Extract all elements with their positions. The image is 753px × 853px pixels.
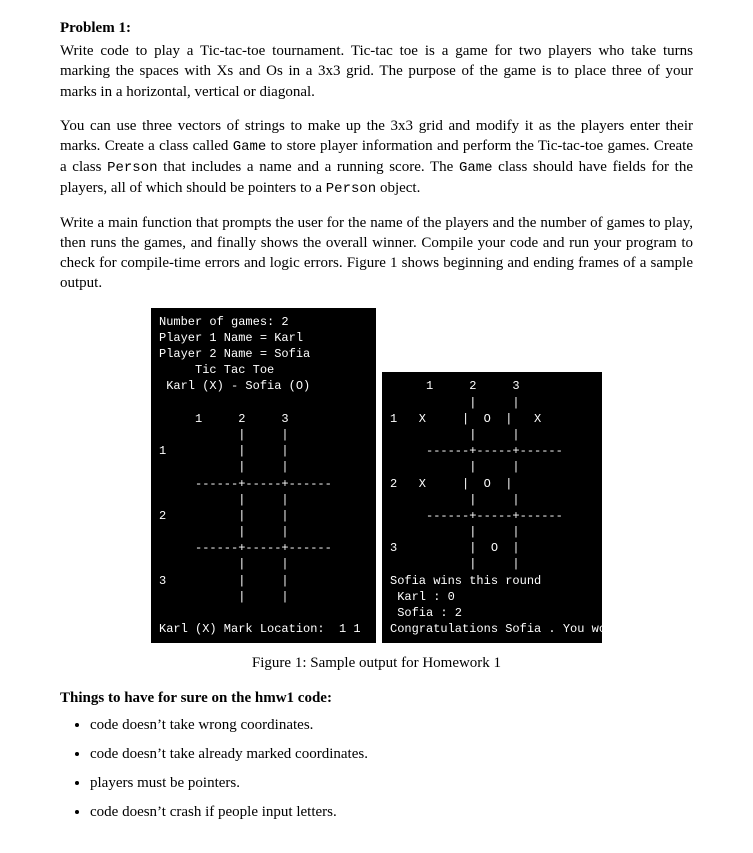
terminal-figure: Number of games: 2 Player 1 Name = Karl …	[60, 308, 693, 644]
para2-text-e: object.	[376, 180, 420, 196]
list-item: code doesn’t take wrong coordinates.	[90, 717, 693, 734]
list-item: code doesn’t crash if people input lette…	[90, 804, 693, 821]
list-item: code doesn’t take already marked coordin…	[90, 746, 693, 763]
paragraph-1: Write code to play a Tic-tac-toe tournam…	[60, 41, 693, 102]
problem-title: Problem 1:	[60, 20, 693, 37]
code-person-2: Person	[326, 181, 376, 197]
list-item: players must be pointers.	[90, 775, 693, 792]
code-person: Person	[107, 160, 157, 176]
para2-text-c: that includes a name and a running score…	[158, 159, 459, 175]
figure-caption: Figure 1: Sample output for Homework 1	[60, 655, 693, 672]
terminal-left: Number of games: 2 Player 1 Name = Karl …	[151, 308, 376, 644]
things-title: Things to have for sure on the hmw1 code…	[60, 690, 693, 707]
terminal-right: 1 2 3 | | 1 X | O | X | | ------+-----+-…	[382, 372, 602, 643]
paragraph-2: You can use three vectors of strings to …	[60, 116, 693, 199]
page: Problem 1: Write code to play a Tic-tac-…	[30, 0, 723, 853]
code-game: Game	[233, 139, 267, 155]
things-list: code doesn’t take wrong coordinates. cod…	[60, 717, 693, 821]
paragraph-3: Write a main function that prompts the u…	[60, 213, 693, 294]
code-game-2: Game	[459, 160, 493, 176]
